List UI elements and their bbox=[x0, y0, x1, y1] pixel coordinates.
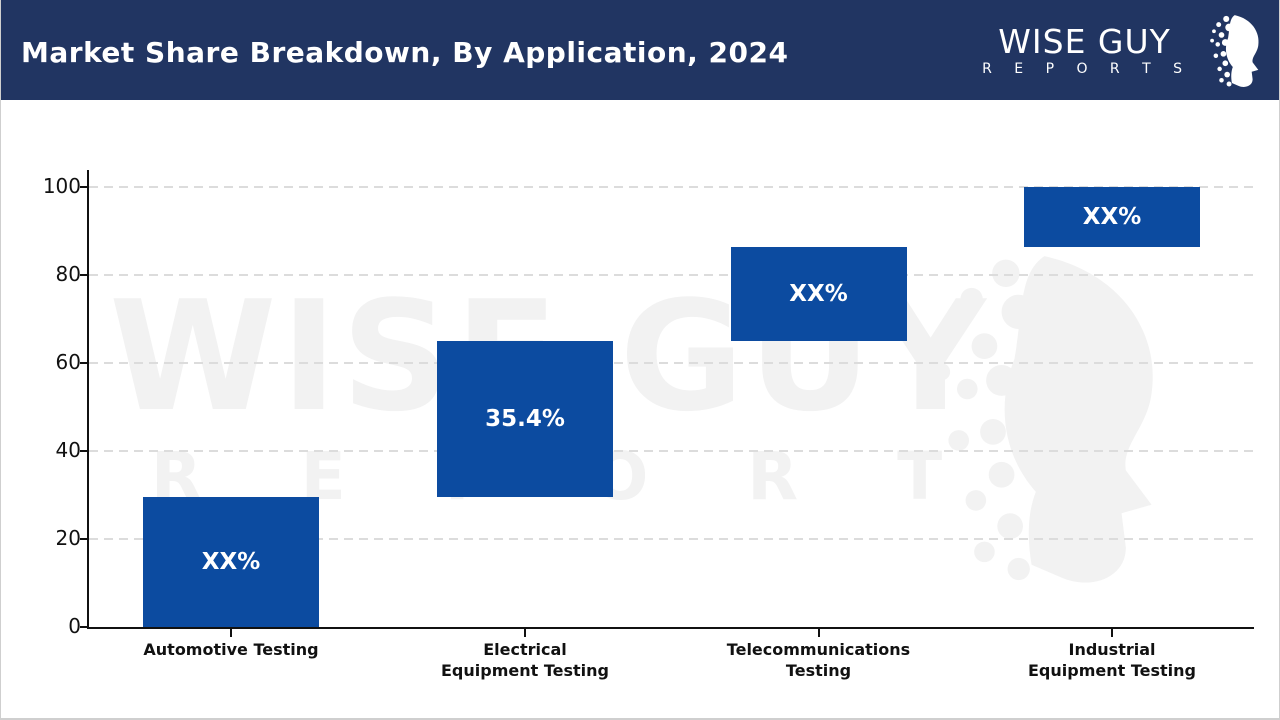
bar-value-label: 35.4% bbox=[485, 406, 565, 433]
bar-automotive-testing: XX% bbox=[143, 497, 319, 627]
x-category-label-0: Automotive Testing bbox=[101, 639, 361, 660]
y-tick-label-100: 100 bbox=[42, 173, 81, 198]
x-category-label-1: Electrical Equipment Testing bbox=[395, 639, 655, 681]
x-category-label-line: Testing bbox=[785, 661, 852, 680]
logo-face-icon bbox=[1210, 15, 1259, 87]
page-title: Market Share Breakdown, By Application, … bbox=[21, 36, 789, 69]
gridline-80 bbox=[89, 273, 1254, 276]
y-tick-label-20: 20 bbox=[55, 525, 81, 550]
y-axis-line bbox=[87, 170, 89, 629]
y-tick-label-0: 0 bbox=[68, 614, 81, 638]
y-tick-label-80: 80 bbox=[55, 261, 81, 286]
bar-value-label: XX% bbox=[789, 281, 848, 308]
y-tick-mark-20 bbox=[80, 537, 87, 540]
x-category-label-2: Telecommunications Testing bbox=[689, 639, 949, 681]
y-tick-label-60: 60 bbox=[55, 349, 81, 374]
x-category-label-3: Industrial Equipment Testing bbox=[982, 639, 1242, 681]
bar-electrical-equipment-testing: 35.4% bbox=[437, 341, 613, 498]
wise-guy-reports-logo: WISE GUY R E P O R T S bbox=[978, 8, 1263, 94]
bar-telecommunications-testing: XX% bbox=[730, 247, 907, 342]
watermark-face-icon bbox=[933, 256, 1153, 583]
header-bar: Market Share Breakdown, By Application, … bbox=[1, 0, 1279, 100]
y-tick-mark-80 bbox=[80, 273, 87, 276]
x-category-label-line: Industrial bbox=[1068, 640, 1156, 659]
x-tick-mark-0 bbox=[230, 629, 232, 637]
x-tick-mark-3 bbox=[1111, 629, 1113, 637]
logo-subtext: R E P O R T S bbox=[982, 61, 1191, 77]
bottom-border-line bbox=[1, 718, 1279, 720]
y-tick-mark-0 bbox=[80, 626, 87, 628]
gridline-60 bbox=[89, 361, 1254, 364]
logo-wordmark: WISE GUY bbox=[998, 22, 1171, 61]
x-category-label-line: Automotive Testing bbox=[143, 640, 319, 659]
gridline-20 bbox=[89, 537, 1254, 540]
x-category-label-line: Telecommunications bbox=[726, 640, 911, 659]
logo-text: WISE GUY R E P O R T S bbox=[978, 22, 1191, 78]
x-tick-mark-1 bbox=[524, 629, 526, 637]
gridline-40 bbox=[89, 449, 1254, 452]
y-tick-mark-40 bbox=[80, 449, 87, 452]
x-category-label-line: Electrical bbox=[483, 640, 567, 659]
y-tick-label-40: 40 bbox=[55, 437, 81, 462]
gridline-100 bbox=[89, 185, 1254, 188]
x-tick-mark-2 bbox=[817, 629, 820, 637]
y-tick-mark-60 bbox=[80, 361, 87, 364]
bar-value-label: XX% bbox=[1082, 204, 1142, 231]
x-category-label-line: Equipment Testing bbox=[1028, 661, 1196, 680]
x-category-label-line: Equipment Testing bbox=[441, 661, 609, 680]
y-tick-mark-100 bbox=[80, 185, 87, 188]
bar-industrial-equipment-testing: XX% bbox=[1024, 187, 1200, 248]
bar-value-label: XX% bbox=[201, 549, 261, 576]
x-axis-line bbox=[87, 627, 1254, 629]
